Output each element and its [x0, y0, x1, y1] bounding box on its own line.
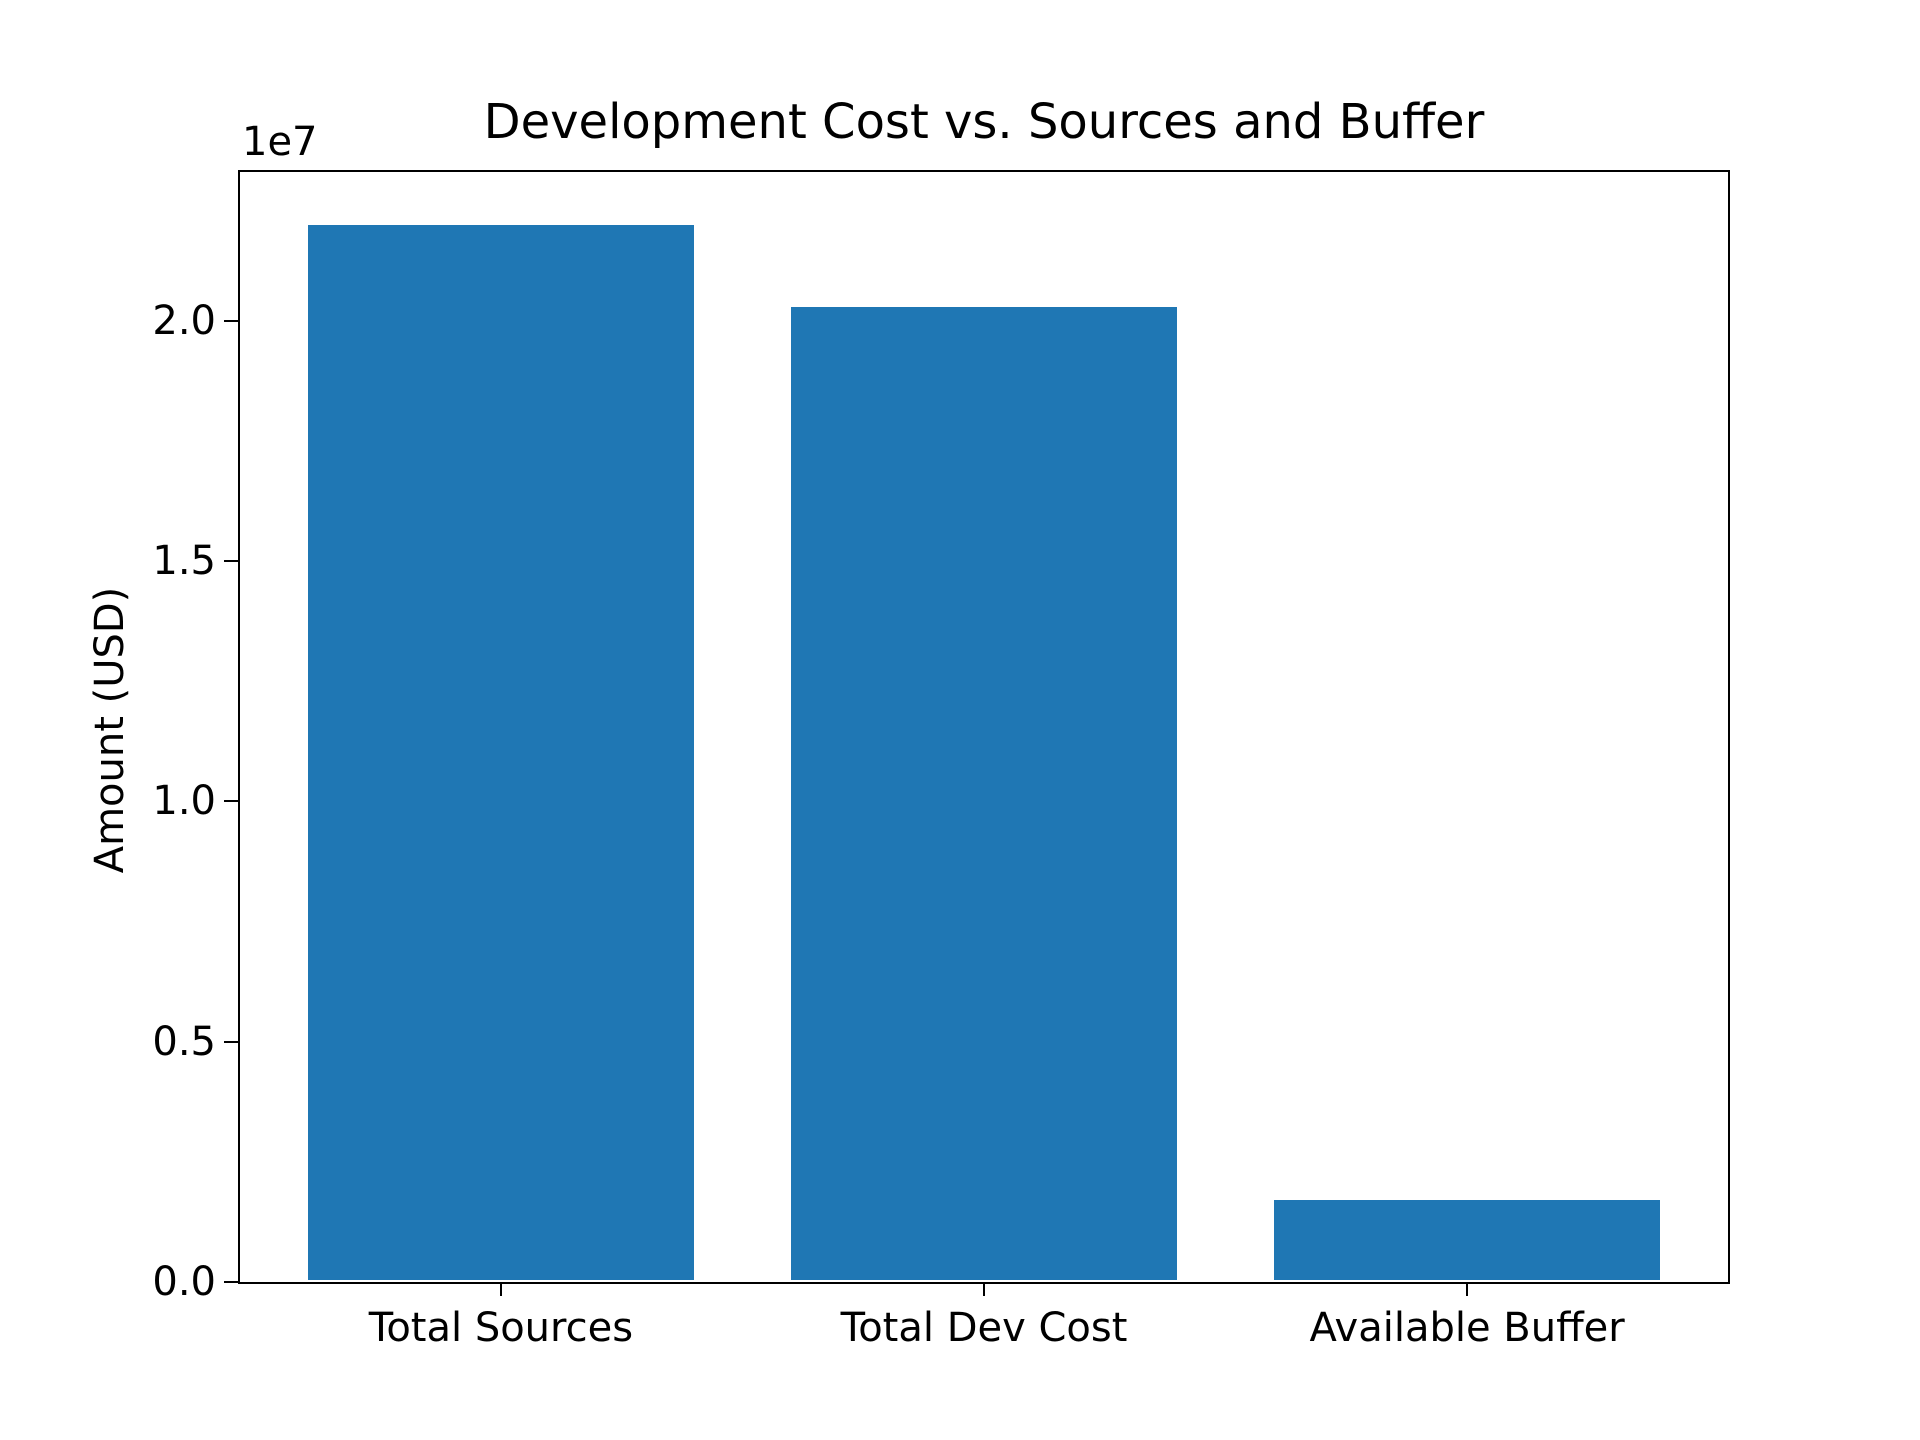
bar-total-sources	[307, 224, 695, 1280]
bar-available-buffer	[1273, 1200, 1661, 1280]
y-tick-label: 1.0	[152, 778, 216, 825]
y-tick-mark	[224, 319, 238, 322]
x-tick-label-total-sources: Total Sources	[368, 1305, 634, 1351]
y-tick-mark	[224, 560, 238, 563]
bar-total-dev-cost	[790, 306, 1178, 1280]
y-tick-label: 2.0	[152, 297, 216, 344]
y-tick-mark	[224, 1281, 238, 1283]
y-axis-offset-text: 1e7	[242, 119, 318, 165]
x-tick-label-total-dev-cost: Total Dev Cost	[840, 1305, 1128, 1351]
y-tick-label: 1.5	[152, 538, 216, 585]
chart-title: Development Cost vs. Sources and Buffer	[483, 94, 1485, 150]
x-tick-label-available-buffer: Available Buffer	[1309, 1305, 1625, 1351]
y-tick-mark	[224, 1040, 238, 1043]
y-tick-label: 0.0	[152, 1259, 216, 1305]
y-tick-label: 0.5	[152, 1018, 216, 1065]
y-axis-label: Amount (USD)	[87, 586, 133, 874]
y-tick-mark	[224, 800, 238, 803]
x-tick-mark	[1466, 1282, 1469, 1296]
x-tick-mark	[499, 1282, 502, 1296]
plot-area	[238, 170, 1730, 1284]
x-tick-mark	[983, 1282, 985, 1296]
